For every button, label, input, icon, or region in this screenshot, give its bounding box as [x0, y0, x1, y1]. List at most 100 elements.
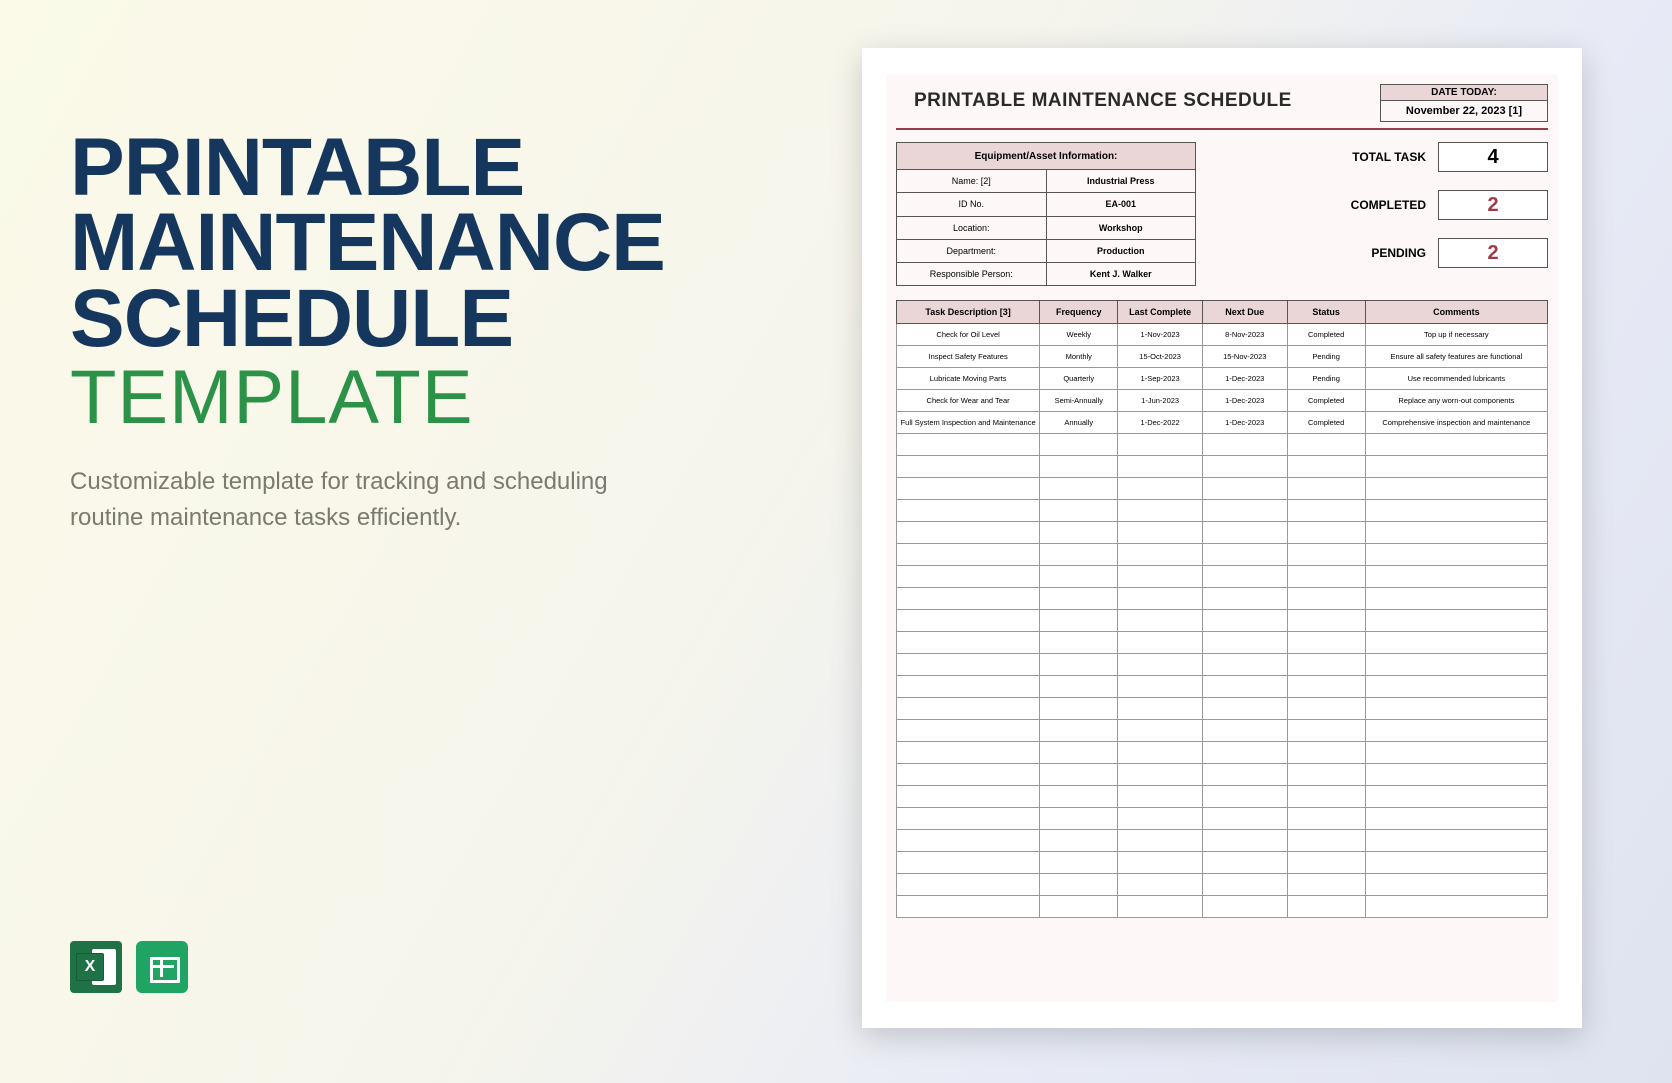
task-cell-empty — [1118, 478, 1203, 500]
task-cell-empty — [1202, 434, 1287, 456]
task-cell-empty — [1040, 478, 1118, 500]
task-row-empty — [897, 742, 1548, 764]
task-cell-empty — [1287, 764, 1365, 786]
task-cell-empty — [1365, 588, 1547, 610]
task-row-empty — [897, 610, 1548, 632]
task-row-empty — [897, 852, 1548, 874]
task-cell-empty — [1040, 786, 1118, 808]
task-row-empty — [897, 500, 1548, 522]
task-cell-empty — [1202, 478, 1287, 500]
task-cell-empty — [1365, 456, 1547, 478]
task-cell-empty — [1365, 544, 1547, 566]
task-cell-empty — [1287, 544, 1365, 566]
task-cell-empty — [897, 764, 1040, 786]
task-cell: 1-Nov-2023 — [1118, 324, 1203, 346]
task-cell-empty — [1365, 830, 1547, 852]
task-cell: Completed — [1287, 390, 1365, 412]
mid-row: Equipment/Asset Information: Name: [2]In… — [896, 142, 1548, 286]
date-box: DATE TODAY: November 22, 2023 [1] — [1380, 84, 1548, 122]
task-cell-empty — [1287, 896, 1365, 918]
task-cell: 1-Sep-2023 — [1118, 368, 1203, 390]
task-cell-empty — [1287, 852, 1365, 874]
task-cell-empty — [1202, 544, 1287, 566]
task-cell-empty — [897, 566, 1040, 588]
task-cell-empty — [897, 808, 1040, 830]
task-cell-empty — [1040, 566, 1118, 588]
task-cell-empty — [1365, 874, 1547, 896]
doc-title: PRINTABLE MAINTENANCE SCHEDULE — [896, 84, 1292, 124]
task-cell-empty — [1202, 808, 1287, 830]
task-column-header: Last Complete — [1118, 301, 1203, 324]
task-cell-empty — [1287, 478, 1365, 500]
equipment-label: ID No. — [897, 193, 1047, 216]
task-cell-empty — [1202, 500, 1287, 522]
equipment-row: Responsible Person:Kent J. Walker — [897, 262, 1196, 285]
task-cell-empty — [1202, 676, 1287, 698]
task-cell-empty — [1365, 522, 1547, 544]
task-cell: Monthly — [1040, 346, 1118, 368]
task-cell-empty — [897, 456, 1040, 478]
equipment-value: Kent J. Walker — [1046, 262, 1196, 285]
left-panel: PRINTABLE MAINTENANCE SCHEDULE TEMPLATE … — [70, 130, 670, 536]
subtitle: Customizable template for tracking and s… — [70, 464, 670, 536]
equipment-value: Industrial Press — [1046, 170, 1196, 193]
stat-label: COMPLETED — [1351, 198, 1426, 212]
task-cell-empty — [1287, 874, 1365, 896]
task-column-header: Status — [1287, 301, 1365, 324]
task-row-empty — [897, 456, 1548, 478]
task-column-header: Comments — [1365, 301, 1547, 324]
task-cell-empty — [1040, 434, 1118, 456]
task-cell-empty — [897, 874, 1040, 896]
task-cell-empty — [1365, 632, 1547, 654]
task-cell-empty — [897, 830, 1040, 852]
title-template: TEMPLATE — [70, 360, 670, 436]
task-cell-empty — [1040, 676, 1118, 698]
task-cell-empty — [897, 786, 1040, 808]
task-row-empty — [897, 544, 1548, 566]
equipment-row: Location:Workshop — [897, 216, 1196, 239]
task-row-empty — [897, 874, 1548, 896]
google-sheets-icon — [136, 941, 188, 993]
equipment-label: Department: — [897, 239, 1047, 262]
document-preview: PRINTABLE MAINTENANCE SCHEDULE DATE TODA… — [862, 48, 1582, 1028]
task-cell-empty — [1202, 786, 1287, 808]
task-cell-empty — [1118, 764, 1203, 786]
task-cell-empty — [1118, 588, 1203, 610]
task-cell-empty — [1287, 500, 1365, 522]
task-cell-empty — [1202, 654, 1287, 676]
task-cell: Lubricate Moving Parts — [897, 368, 1040, 390]
task-cell-empty — [1118, 786, 1203, 808]
task-cell-empty — [1040, 610, 1118, 632]
equipment-row: ID No.EA-001 — [897, 193, 1196, 216]
task-cell: Weekly — [1040, 324, 1118, 346]
task-cell-empty — [1365, 654, 1547, 676]
task-cell: 1-Dec-2023 — [1202, 390, 1287, 412]
task-cell-empty — [1287, 434, 1365, 456]
task-cell-empty — [1202, 610, 1287, 632]
task-row: Check for Oil LevelWeekly1-Nov-20238-Nov… — [897, 324, 1548, 346]
task-row-empty — [897, 478, 1548, 500]
task-cell-empty — [897, 698, 1040, 720]
task-cell-empty — [1287, 456, 1365, 478]
task-cell: Check for Wear and Tear — [897, 390, 1040, 412]
task-cell-empty — [1365, 786, 1547, 808]
task-row: Check for Wear and TearSemi-Annually1-Ju… — [897, 390, 1548, 412]
task-cell-empty — [1118, 896, 1203, 918]
task-cell-empty — [897, 632, 1040, 654]
task-cell-empty — [897, 522, 1040, 544]
task-cell-empty — [1365, 742, 1547, 764]
task-cell-empty — [1202, 588, 1287, 610]
task-cell-empty — [897, 896, 1040, 918]
task-cell-empty — [1287, 808, 1365, 830]
date-label: DATE TODAY: — [1380, 84, 1548, 101]
task-row-empty — [897, 808, 1548, 830]
task-cell-empty — [1040, 522, 1118, 544]
equipment-value: Workshop — [1046, 216, 1196, 239]
excel-icon — [70, 941, 122, 993]
stat-row: COMPLETED 2 — [1268, 190, 1548, 220]
task-row-empty — [897, 588, 1548, 610]
task-cell-empty — [1118, 830, 1203, 852]
task-cell: Quarterly — [1040, 368, 1118, 390]
task-cell-empty — [1040, 588, 1118, 610]
task-cell-empty — [1118, 632, 1203, 654]
